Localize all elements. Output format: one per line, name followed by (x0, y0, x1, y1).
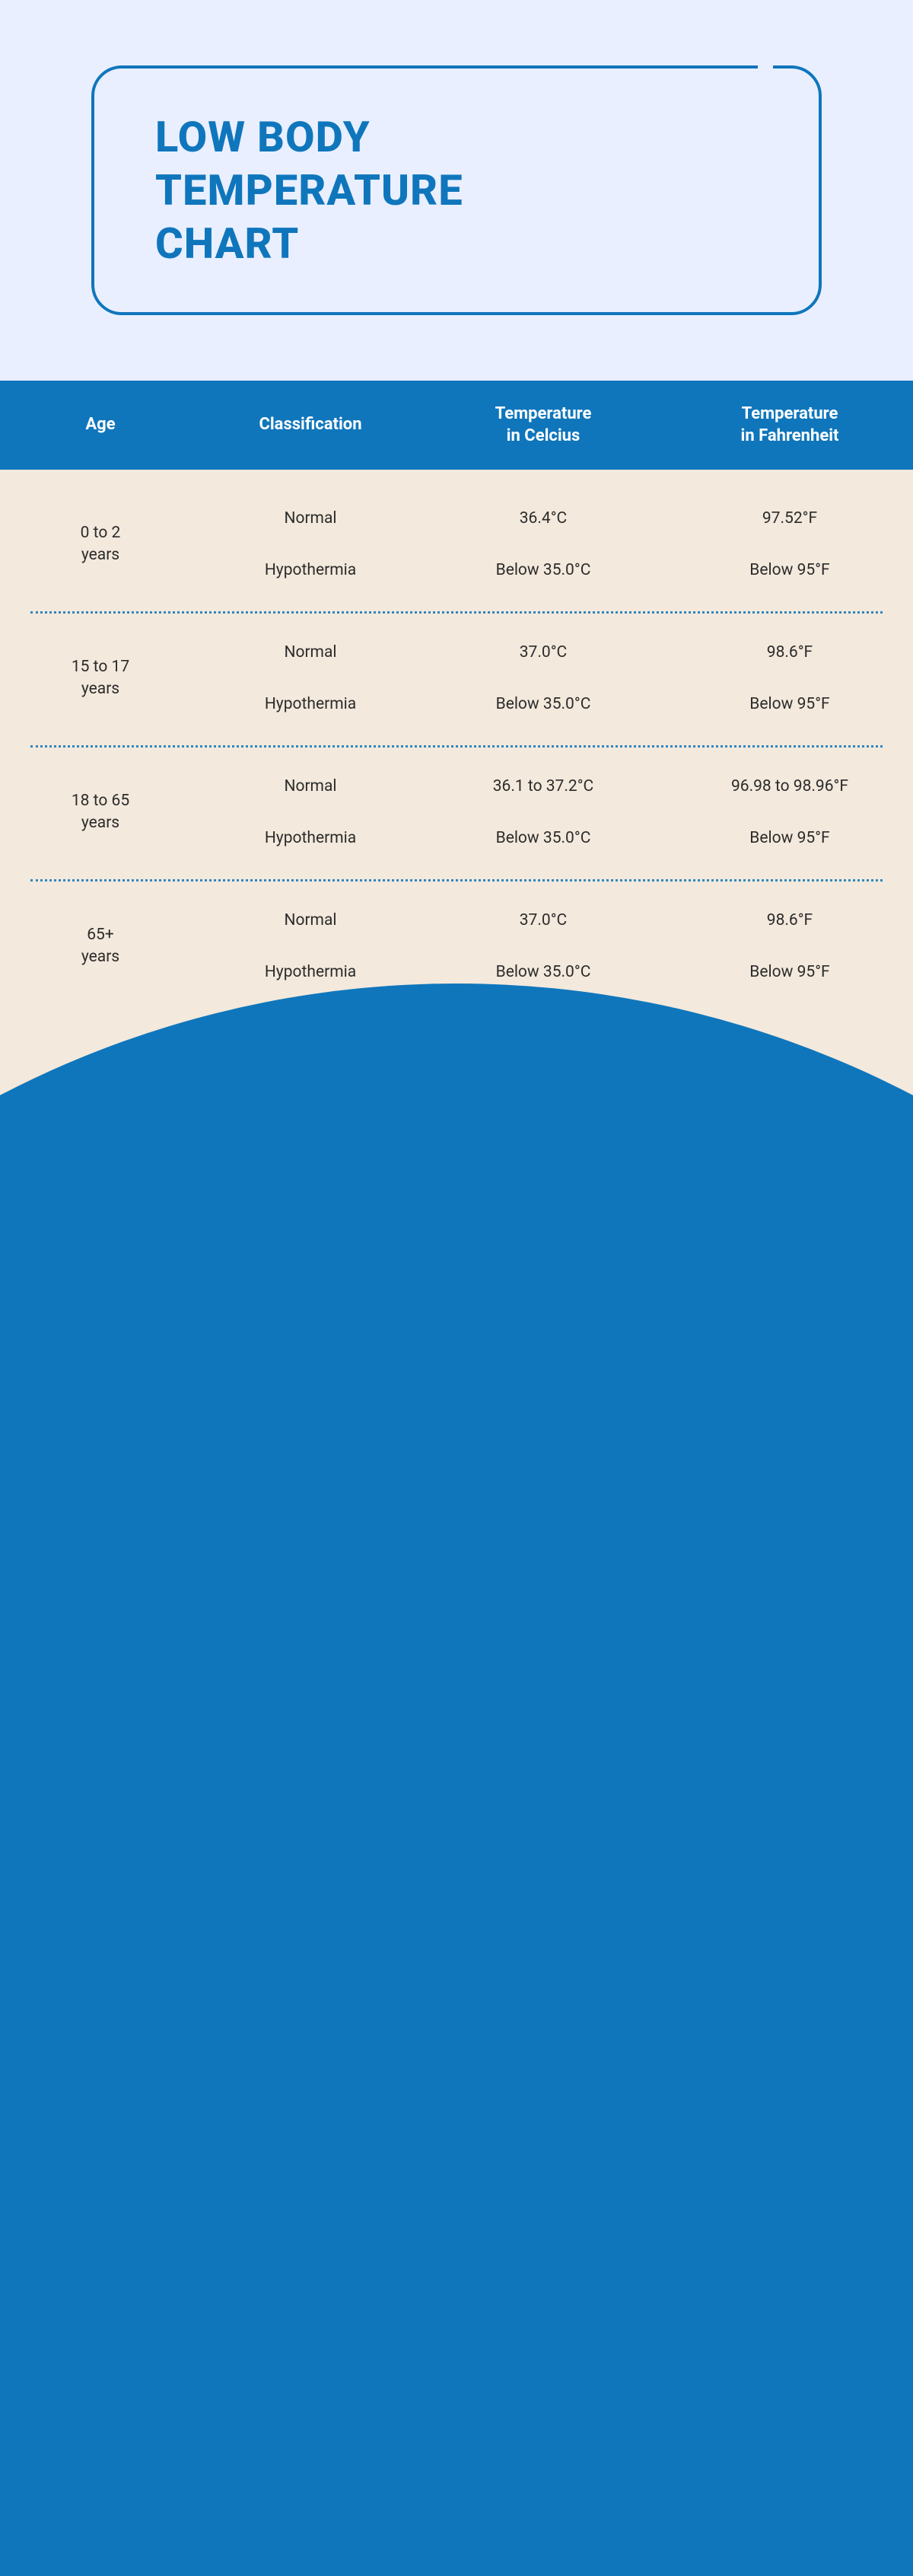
age-line2: years (81, 812, 119, 834)
age-group: 18 to 65yearsNormal36.1 to 37.2°C96.98 t… (0, 745, 913, 879)
column-header-age: Age (0, 414, 201, 436)
age-line2: years (81, 678, 119, 700)
cell-classification: Normal (201, 911, 420, 929)
title-line: CHART (155, 217, 682, 270)
age-line2: years (81, 946, 119, 968)
cell-classification: Normal (201, 509, 420, 528)
cell-fahrenheit: Below 95°F (666, 695, 913, 713)
age-line1: 65+ (87, 924, 114, 946)
cell-fahrenheit: Below 95°F (666, 829, 913, 847)
cell-classification: Normal (201, 777, 420, 795)
age-rows: Normal37.0°C98.6°F HypothermiaBelow 35.0°… (201, 894, 913, 998)
age-line1: 18 to 65 (72, 790, 129, 812)
age-group: 0 to 2yearsNormal36.4°C97.52°FHypothermi… (0, 477, 913, 611)
header-area: LOW BODY TEMPERATURE CHART (0, 0, 913, 381)
cell-fahrenheit: 98.6°F (666, 911, 913, 929)
table-row: Normal37.0°C98.6°F (201, 894, 913, 946)
temperature-table: Age Classification Temperaturein Celcius… (0, 381, 913, 1059)
table-row: Normal36.1 to 37.2°C96.98 to 98.96°F (201, 760, 913, 812)
age-label: 65+years (0, 894, 201, 998)
cell-celsius: Below 35.0°C (420, 963, 666, 981)
column-header-classification: Classification (201, 414, 420, 436)
table-row: Normal37.0°C98.6°F (201, 626, 913, 678)
age-rows: Normal36.4°C97.52°FHypothermiaBelow 35.0… (201, 493, 913, 596)
age-rows: Normal36.1 to 37.2°C96.98 to 98.96°FHypo… (201, 760, 913, 864)
title-line: TEMPERATURE (155, 164, 682, 217)
cell-fahrenheit: 96.98 to 98.96°F (666, 777, 913, 795)
title-box: LOW BODY TEMPERATURE CHART (91, 65, 822, 315)
cell-celsius: Below 35.0°C (420, 561, 666, 579)
cell-celsius: Below 35.0°C (420, 695, 666, 713)
age-line2: years (81, 544, 119, 566)
chart-title: LOW BODY TEMPERATURE CHART (155, 110, 682, 270)
table-body: 0 to 2yearsNormal36.4°C97.52°FHypothermi… (0, 470, 913, 1059)
age-group: 15 to 17yearsNormal37.0°C98.6°FHypotherm… (0, 611, 913, 745)
table-row: HypothermiaBelow 35.0°CBelow 95°F (201, 544, 913, 596)
age-label: 18 to 65years (0, 760, 201, 864)
cell-celsius: 37.0°C (420, 911, 666, 929)
cell-classification: Hypothermia (201, 561, 420, 579)
table-row: HypothermiaBelow 35.0°CBelow 95°F (201, 812, 913, 864)
cell-fahrenheit: Below 95°F (666, 963, 913, 981)
title-line: LOW BODY (155, 110, 682, 164)
cell-fahrenheit: 97.52°F (666, 509, 913, 528)
table-header-row: Age Classification Temperaturein Celcius… (0, 381, 913, 470)
table-row: HypothermiaBelow 35.0°CBelow 95°F (201, 678, 913, 730)
footer-arc-shape (0, 984, 913, 2576)
cell-classification: Hypothermia (201, 695, 420, 713)
cell-fahrenheit: 98.6°F (666, 643, 913, 662)
cell-classification: Normal (201, 643, 420, 662)
age-label: 15 to 17years (0, 626, 201, 730)
cell-celsius: 36.4°C (420, 509, 666, 528)
cell-celsius: 36.1 to 37.2°C (420, 777, 666, 795)
column-header-fahrenheit: Temperaturein Fahrenheit (666, 403, 913, 447)
age-label: 0 to 2years (0, 493, 201, 596)
cell-classification: Hypothermia (201, 829, 420, 847)
table-row: Normal36.4°C97.52°F (201, 493, 913, 544)
cell-celsius: Below 35.0°C (420, 829, 666, 847)
column-header-celsius: Temperaturein Celcius (420, 403, 666, 447)
age-line1: 15 to 17 (72, 656, 129, 678)
cell-fahrenheit: Below 95°F (666, 561, 913, 579)
cell-classification: Hypothermia (201, 963, 420, 981)
age-line1: 0 to 2 (81, 522, 121, 544)
age-rows: Normal37.0°C98.6°FHypothermiaBelow 35.0°… (201, 626, 913, 730)
cell-celsius: 37.0°C (420, 643, 666, 662)
